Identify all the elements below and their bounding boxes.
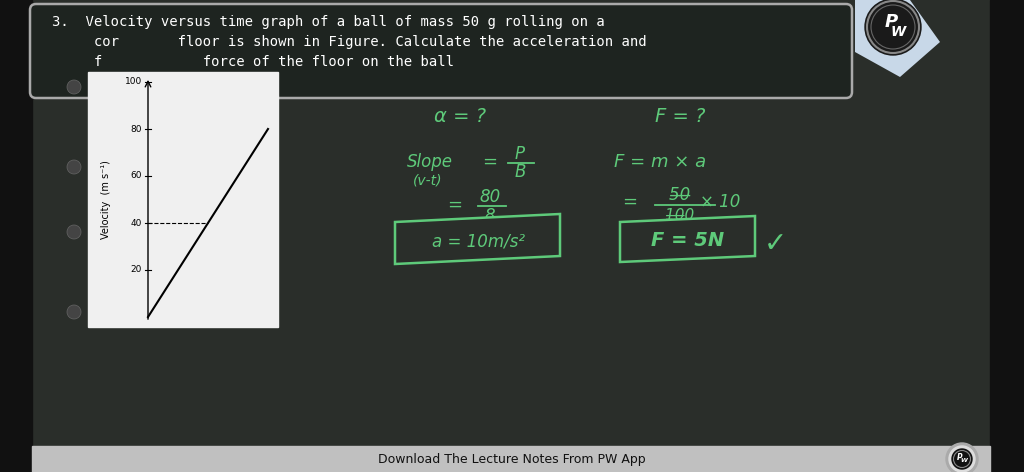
Text: 80: 80 (479, 188, 501, 206)
Text: W: W (961, 458, 968, 464)
Circle shape (952, 449, 972, 469)
Polygon shape (620, 216, 755, 262)
Text: P: P (957, 453, 963, 462)
Text: f            force of the floor on the ball: f force of the floor on the ball (52, 55, 454, 69)
Text: 40: 40 (131, 219, 142, 228)
Text: ✓: ✓ (763, 230, 786, 258)
Bar (0, 0, 32, 472)
FancyBboxPatch shape (30, 4, 852, 98)
Bar (990, 0, 1024, 472)
Text: F = 5N: F = 5N (651, 231, 725, 251)
Text: 20: 20 (131, 265, 142, 275)
Circle shape (67, 225, 81, 239)
Text: 60: 60 (130, 171, 142, 180)
Text: cor       floor is shown in Figure. Calculate the acceleration and: cor floor is shown in Figure. Calculate … (52, 35, 646, 49)
Text: a = 10m/s²: a = 10m/s² (431, 233, 524, 251)
Text: =: = (447, 196, 463, 214)
Circle shape (67, 305, 81, 319)
Text: × 10: × 10 (699, 193, 740, 211)
Text: P: P (885, 13, 898, 31)
Circle shape (865, 0, 921, 55)
Text: =: = (482, 153, 498, 171)
Text: 1̶0̶0: 1̶0̶0 (666, 208, 694, 222)
Text: 100: 100 (125, 77, 142, 86)
Text: 80: 80 (130, 125, 142, 134)
Text: F = m × a: F = m × a (614, 153, 707, 171)
Text: =: = (623, 193, 638, 211)
Text: 5̶0̶: 5̶0̶ (670, 186, 690, 204)
Circle shape (67, 80, 81, 94)
Text: 3.  Velocity versus time graph of a ball of mass 50 g rolling on a: 3. Velocity versus time graph of a ball … (52, 15, 605, 29)
Text: Slope: Slope (407, 153, 453, 171)
Text: F = ?: F = ? (654, 108, 706, 126)
Text: 8: 8 (484, 207, 496, 225)
Circle shape (949, 446, 975, 472)
Circle shape (946, 443, 978, 472)
Text: Velocity  (m s⁻¹): Velocity (m s⁻¹) (101, 160, 111, 239)
Polygon shape (395, 214, 560, 264)
Bar (88, 72, 278, 327)
Text: W: W (891, 25, 905, 39)
Text: B: B (514, 163, 525, 181)
Polygon shape (855, 0, 940, 77)
Text: (v-t): (v-t) (414, 174, 442, 188)
Text: P: P (515, 145, 525, 163)
Bar (32, 446, 990, 472)
Text: Download The Lecture Notes From PW App: Download The Lecture Notes From PW App (378, 453, 646, 465)
Text: α = ?: α = ? (434, 108, 486, 126)
Circle shape (67, 160, 81, 174)
